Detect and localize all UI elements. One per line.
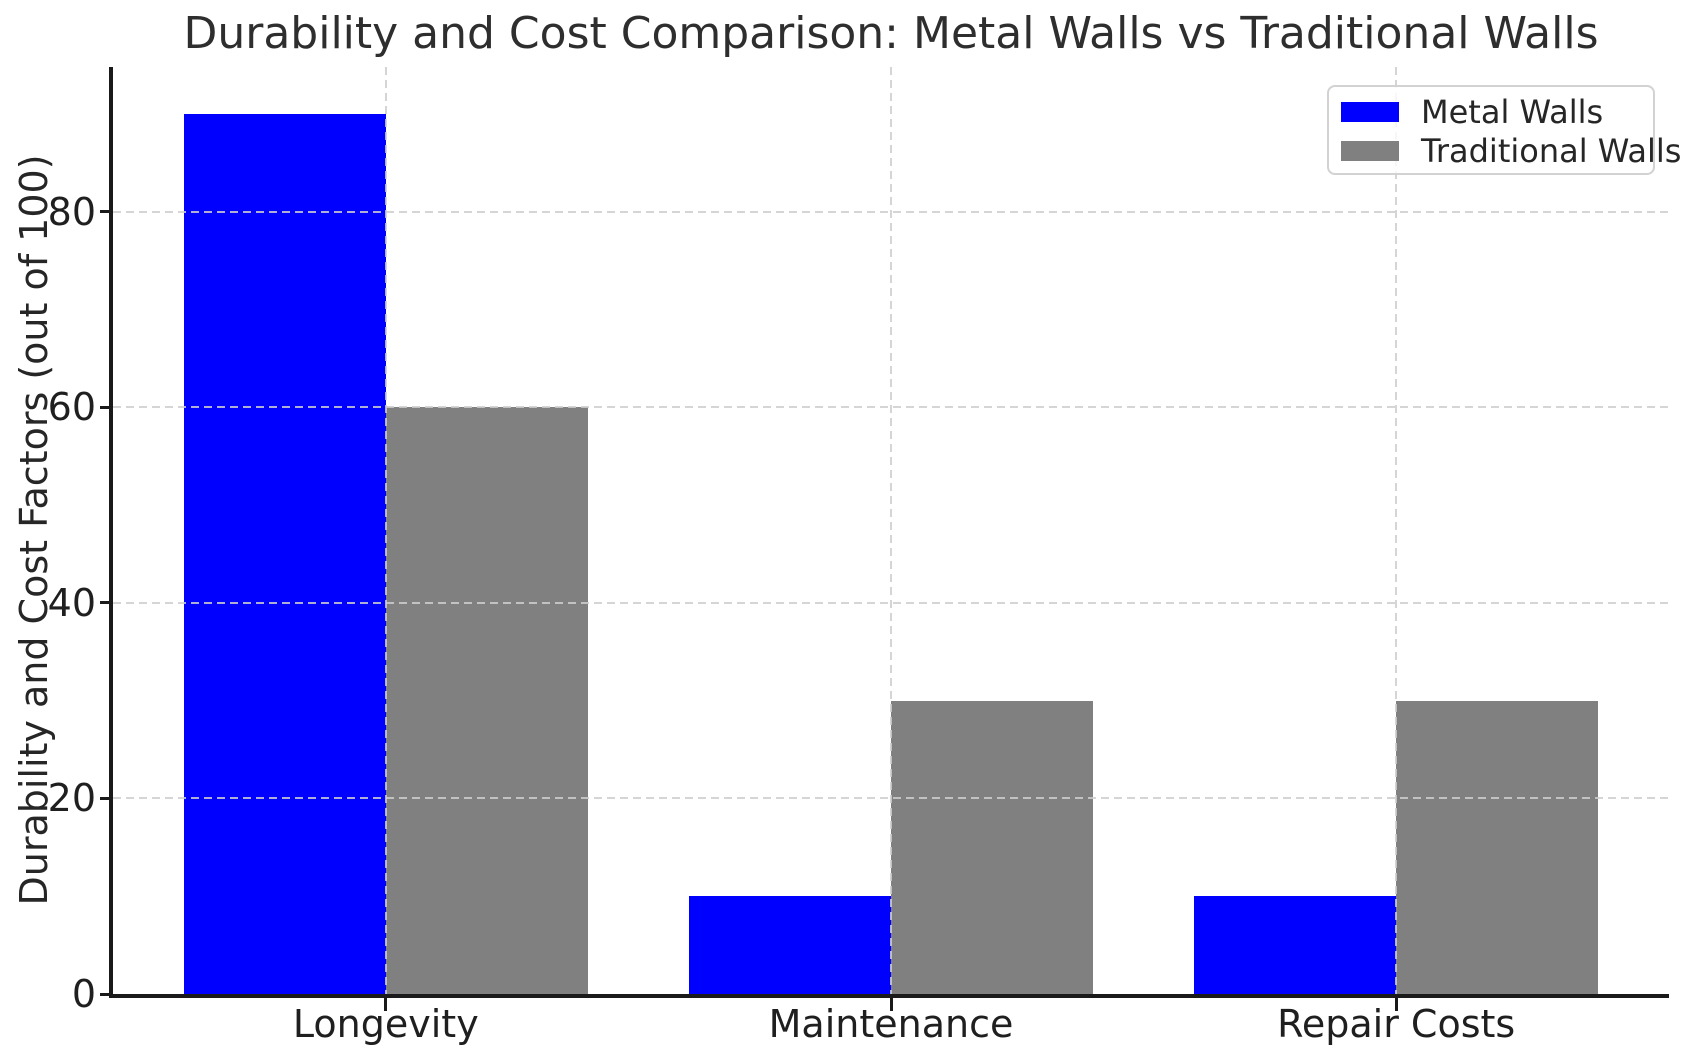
legend-item-metal-walls: Metal Walls bbox=[1329, 92, 1653, 131]
legend-item-traditional-walls: Traditional Walls bbox=[1329, 131, 1681, 170]
bar-traditional-walls-repair-costs bbox=[1396, 700, 1599, 994]
x-gridline-longevity bbox=[384, 67, 387, 994]
x-gridline-maintenance bbox=[890, 67, 892, 994]
x-gridline-repair-costs bbox=[1395, 67, 1398, 994]
x-tick-longevity bbox=[384, 998, 388, 1011]
y-axis-spine bbox=[109, 67, 113, 998]
legend-label: Metal Walls bbox=[1421, 92, 1604, 131]
y-tick-label-20: 20 bbox=[47, 776, 96, 821]
y-tick-80 bbox=[100, 210, 113, 214]
x-axis-spine bbox=[109, 994, 1669, 998]
bar-metal-walls-longevity bbox=[183, 113, 386, 994]
metal-walls-swatch bbox=[1341, 101, 1399, 122]
chart-title: Durability and Cost Comparison: Metal Wa… bbox=[183, 8, 1599, 59]
y-tick-20 bbox=[100, 796, 113, 800]
y-tick-label-40: 40 bbox=[47, 580, 96, 625]
bar-metal-walls-repair-costs bbox=[1194, 896, 1397, 994]
y-tick-40 bbox=[100, 601, 113, 605]
y-tick-label-60: 60 bbox=[47, 385, 96, 430]
bar-traditional-walls-longevity bbox=[385, 407, 588, 994]
bar-traditional-walls-maintenance bbox=[891, 700, 1094, 994]
y-tick-label-0: 0 bbox=[71, 972, 96, 1016]
y-tick-60 bbox=[100, 405, 113, 409]
bar-metal-walls-maintenance bbox=[688, 896, 891, 994]
legend: Metal Walls Traditional Walls bbox=[1327, 85, 1681, 175]
y-tick-0 bbox=[100, 992, 113, 996]
traditional-walls-swatch bbox=[1341, 140, 1399, 161]
legend-label: Traditional Walls bbox=[1421, 131, 1682, 170]
x-tick-repair-costs bbox=[1394, 998, 1398, 1011]
x-tick-maintenance bbox=[889, 998, 893, 1011]
y-tick-label-80: 80 bbox=[47, 189, 96, 234]
